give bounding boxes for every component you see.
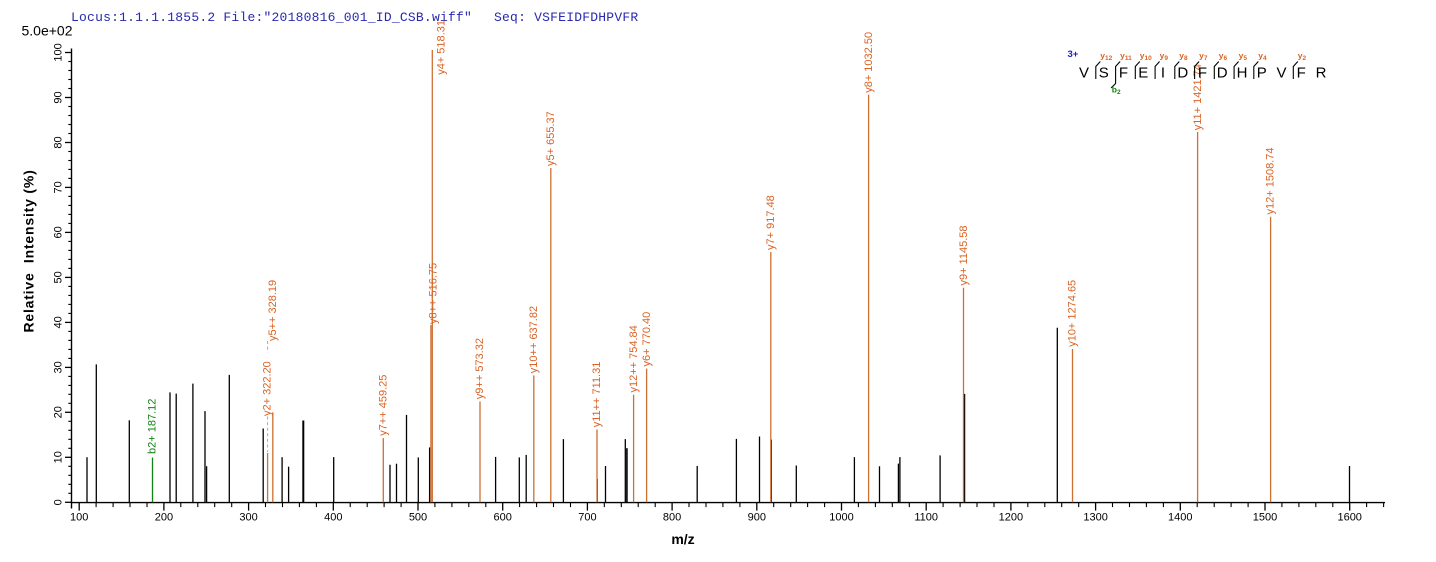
svg-text:30: 30	[53, 361, 65, 373]
svg-text:y4+ 518.31: y4+ 518.31	[435, 20, 447, 75]
svg-text:y7++ 459.25: y7++ 459.25	[378, 375, 390, 436]
svg-text:1000: 1000	[829, 512, 853, 524]
svg-text:y11: y11	[1120, 51, 1132, 63]
svg-text:y2: y2	[1298, 51, 1307, 63]
svg-text:40: 40	[53, 316, 65, 328]
svg-text:100: 100	[70, 512, 88, 524]
svg-text:y10: y10	[1140, 51, 1152, 63]
svg-text:800: 800	[663, 512, 681, 524]
svg-text:1500: 1500	[1253, 512, 1277, 524]
svg-text:y5++ 328.19: y5++ 328.19	[267, 280, 279, 341]
svg-text:I: I	[1161, 65, 1165, 82]
svg-text:1100: 1100	[914, 512, 938, 524]
svg-text:Locus:1.1.1.1855.2 File:"20180: Locus:1.1.1.1855.2 File:"20180816_001_ID…	[71, 10, 472, 25]
svg-text:y5: y5	[1239, 51, 1248, 63]
svg-text:y6+ 770.40: y6+ 770.40	[641, 312, 653, 367]
svg-text:300: 300	[239, 512, 257, 524]
svg-text:P: P	[1257, 65, 1267, 82]
svg-text:3+: 3+	[1068, 49, 1079, 60]
svg-text:y9+ 1145.58: y9+ 1145.58	[958, 225, 970, 285]
svg-text:600: 600	[494, 512, 512, 524]
svg-text:90: 90	[53, 91, 65, 103]
svg-text:F: F	[1198, 65, 1207, 82]
svg-text:y11+ 1421.74: y11+ 1421.74	[1192, 64, 1204, 130]
svg-text:100: 100	[53, 43, 65, 61]
svg-text:Seq: VSFEIDFDHPVFR: Seq: VSFEIDFDHPVFR	[494, 10, 638, 25]
svg-text:500: 500	[409, 512, 427, 524]
svg-text:0: 0	[53, 499, 65, 505]
svg-text:b2+ 187.12: b2+ 187.12	[147, 399, 159, 454]
svg-text:y11++ 711.31: y11++ 711.31	[591, 362, 603, 428]
svg-text:y8++ 516.75: y8++ 516.75	[427, 263, 439, 324]
svg-text:1400: 1400	[1168, 512, 1192, 524]
svg-text:5.0e+02: 5.0e+02	[22, 23, 73, 39]
svg-text:1600: 1600	[1337, 512, 1361, 524]
svg-text:S: S	[1099, 65, 1109, 82]
svg-text:y7+ 917.48: y7+ 917.48	[765, 195, 777, 250]
svg-text:60: 60	[53, 226, 65, 238]
svg-text:400: 400	[324, 512, 342, 524]
svg-text:m/z: m/z	[671, 531, 694, 547]
svg-text:V: V	[1276, 65, 1286, 82]
svg-text:y2+ 322.20: y2+ 322.20	[262, 361, 274, 416]
svg-text:y8: y8	[1179, 51, 1188, 63]
svg-text:y12+ 1508.74: y12+ 1508.74	[1264, 148, 1276, 215]
svg-text:D: D	[1177, 65, 1188, 82]
svg-text:y4: y4	[1258, 51, 1267, 63]
svg-text:y7: y7	[1199, 51, 1208, 63]
svg-text:V: V	[1079, 65, 1089, 82]
svg-text:y6: y6	[1219, 51, 1228, 63]
svg-text:y12: y12	[1100, 51, 1112, 63]
svg-text:b2: b2	[1112, 85, 1121, 97]
svg-text:y9: y9	[1160, 51, 1169, 63]
svg-text:y9++ 573.32: y9++ 573.32	[474, 338, 486, 399]
svg-text:80: 80	[53, 136, 65, 148]
svg-text:700: 700	[578, 512, 596, 524]
svg-text:20: 20	[53, 406, 65, 418]
svg-text:D: D	[1217, 65, 1228, 82]
svg-text:10: 10	[53, 451, 65, 463]
svg-text:50: 50	[53, 271, 65, 283]
svg-text:F: F	[1119, 65, 1128, 82]
svg-text:y8+ 1032.50: y8+ 1032.50	[863, 32, 875, 93]
svg-text:900: 900	[748, 512, 766, 524]
svg-text:F: F	[1297, 65, 1306, 82]
svg-text:1300: 1300	[1083, 512, 1107, 524]
svg-text:R: R	[1316, 65, 1327, 82]
svg-text:y5+ 655.37: y5+ 655.37	[545, 111, 557, 166]
svg-text:y12++ 754.84: y12++ 754.84	[628, 325, 640, 392]
svg-text:70: 70	[53, 181, 65, 193]
svg-text:H: H	[1237, 65, 1248, 82]
svg-text:y10++ 637.82: y10++ 637.82	[528, 306, 540, 373]
svg-text:1200: 1200	[999, 512, 1023, 524]
svg-text:200: 200	[155, 512, 173, 524]
svg-text:Relative Intensity (%): Relative Intensity (%)	[21, 169, 37, 332]
svg-text:E: E	[1138, 65, 1148, 82]
svg-text:y10+ 1274.65: y10+ 1274.65	[1067, 280, 1079, 347]
